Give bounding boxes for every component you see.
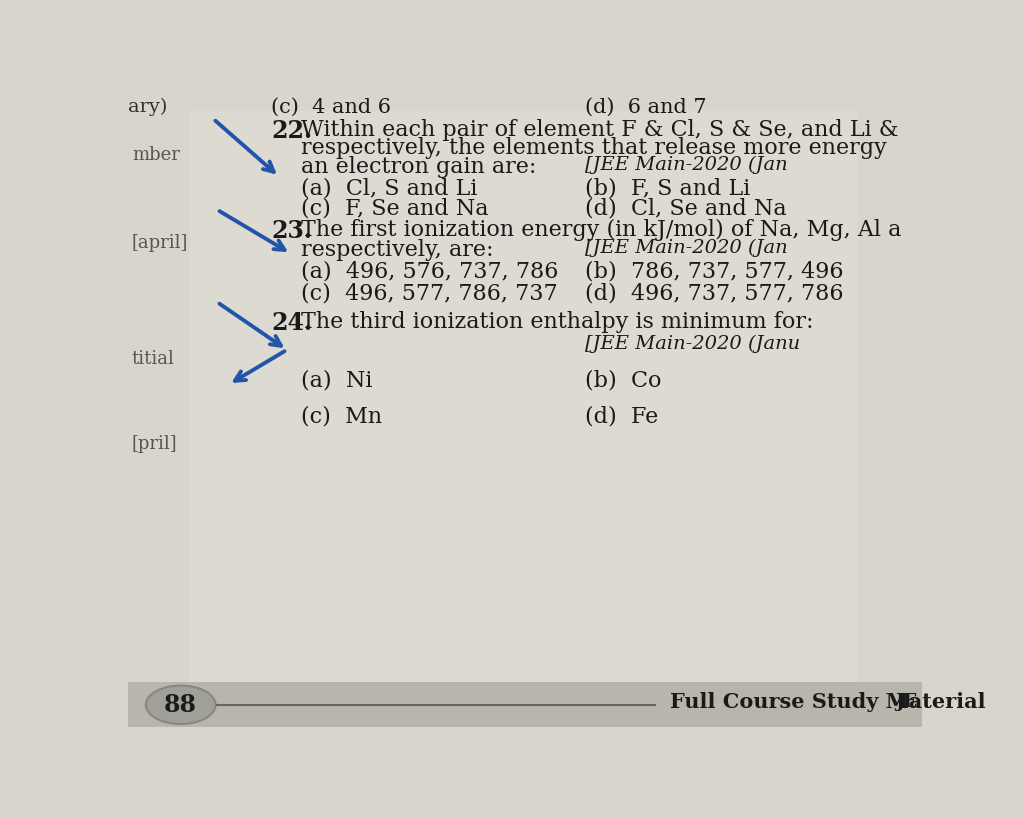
Text: [JEE Main-2020 (Janu: [JEE Main-2020 (Janu: [586, 334, 801, 353]
Text: mber: mber: [132, 145, 180, 163]
Text: respectively, the elements that release more energy: respectively, the elements that release …: [301, 137, 887, 159]
Bar: [128, 682, 922, 727]
Text: [april]: [april]: [132, 234, 188, 252]
Text: (c)  Mn: (c) Mn: [301, 405, 382, 427]
Text: (d)  6 and 7: (d) 6 and 7: [586, 98, 707, 117]
Text: (c)  496, 577, 786, 737: (c) 496, 577, 786, 737: [301, 282, 557, 304]
Text: (b)  Co: (b) Co: [586, 369, 662, 391]
Text: (a)  Cl, S and Li: (a) Cl, S and Li: [301, 177, 477, 199]
Bar: [190, 111, 856, 704]
Text: The first ionization energy (in kJ/mol) of Na, Mg, Al a: The first ionization energy (in kJ/mol) …: [301, 219, 901, 241]
Text: (d)  Fe: (d) Fe: [586, 405, 658, 427]
Text: ary): ary): [128, 98, 167, 116]
Text: titial: titial: [132, 350, 175, 368]
Text: (d)  496, 737, 577, 786: (d) 496, 737, 577, 786: [586, 282, 844, 304]
Text: respectively, are:: respectively, are:: [301, 239, 494, 261]
Text: [JEE Main-2020 (Jan: [JEE Main-2020 (Jan: [586, 239, 787, 257]
Text: 23.: 23.: [271, 219, 312, 243]
Text: The third ionization enthalpy is minimum for:: The third ionization enthalpy is minimum…: [301, 311, 813, 333]
Text: [JEE Main-2020 (Jan: [JEE Main-2020 (Jan: [586, 156, 787, 174]
Text: Within each pair of element F & Cl, S & Se, and Li &: Within each pair of element F & Cl, S & …: [301, 118, 898, 141]
Text: (a)  496, 576, 737, 786: (a) 496, 576, 737, 786: [301, 261, 558, 283]
Text: (a)  Ni: (a) Ni: [301, 369, 372, 391]
Text: (b)  786, 737, 577, 496: (b) 786, 737, 577, 496: [586, 261, 844, 283]
Text: (c)  4 and 6: (c) 4 and 6: [271, 98, 391, 117]
Text: Full Course Study Material: Full Course Study Material: [671, 693, 986, 712]
Text: (d)  Cl, Se and Na: (d) Cl, Se and Na: [586, 198, 786, 220]
Text: [pril]: [pril]: [132, 435, 177, 453]
Text: 24.: 24.: [271, 311, 312, 335]
Text: 88: 88: [164, 693, 198, 717]
Text: 22.: 22.: [271, 118, 312, 143]
Ellipse shape: [145, 685, 216, 724]
Text: an electron gain are:: an electron gain are:: [301, 156, 537, 178]
Text: JE: JE: [895, 694, 918, 712]
Text: (c)  F, Se and Na: (c) F, Se and Na: [301, 198, 488, 220]
Text: (b)  F, S and Li: (b) F, S and Li: [586, 177, 751, 199]
